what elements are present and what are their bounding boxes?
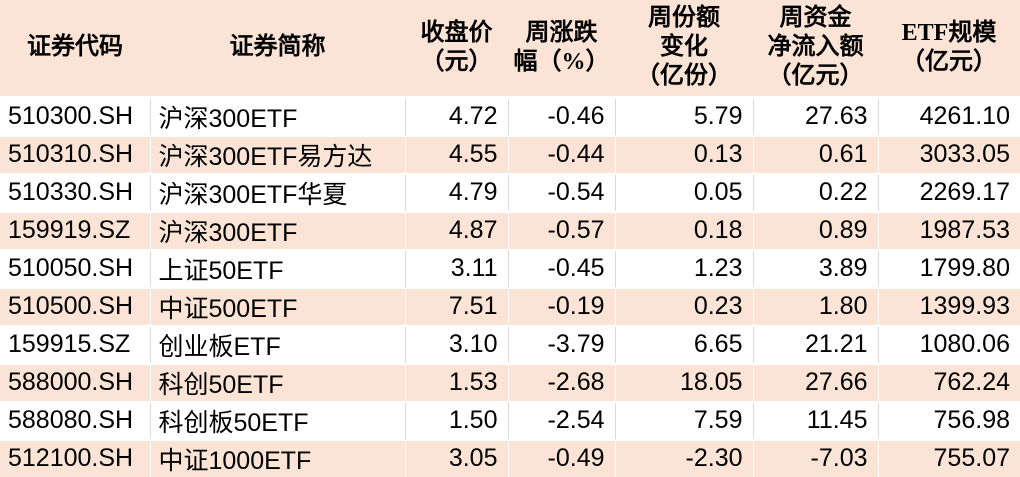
table-body: 510300.SH 沪深300ETF 4.72 -0.46 5.79 27.63… xyxy=(0,97,1020,477)
cell-security-code: 588080.SH xyxy=(0,401,150,441)
cell-share-change: 0.13 xyxy=(614,135,753,175)
column-header-code: 证券代码 xyxy=(0,0,150,99)
cell-close-price: 7.51 xyxy=(404,287,508,327)
cell-etf-size: 755.07 xyxy=(877,439,1020,477)
table-row: 510330.SH 沪深300ETF华夏 4.79 -0.54 0.05 0.2… xyxy=(0,173,1020,213)
cell-weekly-change: -3.79 xyxy=(507,325,615,365)
cell-net-inflow: 0.22 xyxy=(752,173,878,213)
cell-security-name: 上证50ETF xyxy=(149,249,405,289)
cell-security-name: 中证1000ETF xyxy=(149,439,405,477)
cell-weekly-change: -0.44 xyxy=(507,135,615,175)
cell-close-price: 4.55 xyxy=(404,135,508,175)
cell-security-code: 159919.SZ xyxy=(0,211,150,251)
table-row: 510310.SH 沪深300ETF易方达 4.55 -0.44 0.13 0.… xyxy=(0,135,1020,175)
cell-weekly-change: -0.45 xyxy=(507,249,615,289)
cell-net-inflow: 11.45 xyxy=(752,401,878,441)
cell-share-change: 1.23 xyxy=(614,249,753,289)
cell-close-price: 3.11 xyxy=(404,249,508,289)
cell-security-code: 588000.SH xyxy=(0,363,150,403)
column-header-close-price: 收盘价 （元） xyxy=(405,0,508,99)
table-row: 512100.SH 中证1000ETF 3.05 -0.49 -2.30 -7.… xyxy=(0,439,1020,477)
cell-weekly-change: -0.19 xyxy=(507,287,615,327)
cell-security-code: 510330.SH xyxy=(0,173,150,213)
cell-close-price: 4.87 xyxy=(404,211,508,251)
cell-etf-size: 1080.06 xyxy=(877,325,1020,365)
table-header: 证券代码 证券简称 收盘价 （元） 周涨跌 幅（%） 周份额 变化 （亿份） 周… xyxy=(0,0,1020,99)
cell-etf-size: 3033.05 xyxy=(877,135,1020,175)
cell-security-code: 510050.SH xyxy=(0,249,150,289)
cell-net-inflow: 27.63 xyxy=(752,97,878,137)
cell-share-change: 5.79 xyxy=(614,97,753,137)
cell-etf-size: 1399.93 xyxy=(877,287,1020,327)
cell-net-inflow: 27.66 xyxy=(752,363,878,403)
table-row: 510050.SH 上证50ETF 3.11 -0.45 1.23 3.89 1… xyxy=(0,249,1020,289)
cell-security-name: 科创50ETF xyxy=(149,363,405,403)
header-row: 证券代码 证券简称 收盘价 （元） 周涨跌 幅（%） 周份额 变化 （亿份） 周… xyxy=(0,0,1020,99)
cell-security-code: 512100.SH xyxy=(0,439,150,477)
cell-net-inflow: -7.03 xyxy=(752,439,878,477)
column-header-net-inflow: 周资金 净流入额 （亿元） xyxy=(753,0,878,99)
cell-close-price: 4.79 xyxy=(404,173,508,213)
cell-etf-size: 762.24 xyxy=(877,363,1020,403)
cell-security-code: 510500.SH xyxy=(0,287,150,327)
cell-etf-size: 756.98 xyxy=(877,401,1020,441)
cell-security-name: 沪深300ETF华夏 xyxy=(149,173,405,213)
cell-weekly-change: -2.54 xyxy=(507,401,615,441)
cell-security-code: 510300.SH xyxy=(0,97,150,137)
cell-close-price: 1.50 xyxy=(404,401,508,441)
cell-net-inflow: 3.89 xyxy=(752,249,878,289)
table-row: 510300.SH 沪深300ETF 4.72 -0.46 5.79 27.63… xyxy=(0,97,1020,137)
cell-weekly-change: -0.54 xyxy=(507,173,615,213)
cell-security-name: 沪深300ETF xyxy=(149,97,405,137)
cell-net-inflow: 1.80 xyxy=(752,287,878,327)
cell-share-change: 0.18 xyxy=(614,211,753,251)
cell-weekly-change: -0.57 xyxy=(507,211,615,251)
cell-close-price: 3.10 xyxy=(404,325,508,365)
cell-share-change: 18.05 xyxy=(614,363,753,403)
cell-close-price: 4.72 xyxy=(404,97,508,137)
cell-share-change: 0.05 xyxy=(614,173,753,213)
cell-share-change: 0.23 xyxy=(614,287,753,327)
table-row: 159915.SZ 创业板ETF 3.10 -3.79 6.65 21.21 1… xyxy=(0,325,1020,365)
cell-close-price: 1.53 xyxy=(404,363,508,403)
table-row: 159919.SZ 沪深300ETF 4.87 -0.57 0.18 0.89 … xyxy=(0,211,1020,251)
cell-security-name: 沪深300ETF易方达 xyxy=(149,135,405,175)
table-row: 588000.SH 科创50ETF 1.53 -2.68 18.05 27.66… xyxy=(0,363,1020,403)
cell-weekly-change: -2.68 xyxy=(507,363,615,403)
cell-etf-size: 1799.80 xyxy=(877,249,1020,289)
cell-share-change: 7.59 xyxy=(614,401,753,441)
cell-security-name: 沪深300ETF xyxy=(149,211,405,251)
cell-net-inflow: 0.89 xyxy=(752,211,878,251)
cell-security-name: 创业板ETF xyxy=(149,325,405,365)
cell-weekly-change: -0.46 xyxy=(507,97,615,137)
cell-share-change: -2.30 xyxy=(614,439,753,477)
column-header-etf-size: ETF规模 （亿元） xyxy=(878,0,1020,99)
cell-etf-size: 4261.10 xyxy=(877,97,1020,137)
cell-security-name: 中证500ETF xyxy=(149,287,405,327)
cell-security-name: 科创板50ETF xyxy=(149,401,405,441)
cell-etf-size: 2269.17 xyxy=(877,173,1020,213)
table-row: 588080.SH 科创板50ETF 1.50 -2.54 7.59 11.45… xyxy=(0,401,1020,441)
cell-security-code: 510310.SH xyxy=(0,135,150,175)
cell-close-price: 3.05 xyxy=(404,439,508,477)
table-row: 510500.SH 中证500ETF 7.51 -0.19 0.23 1.80 … xyxy=(0,287,1020,327)
cell-weekly-change: -0.49 xyxy=(507,439,615,477)
column-header-name: 证券简称 xyxy=(150,0,405,99)
cell-etf-size: 1987.53 xyxy=(877,211,1020,251)
cell-share-change: 6.65 xyxy=(614,325,753,365)
cell-security-code: 159915.SZ xyxy=(0,325,150,365)
column-header-weekly-change: 周涨跌 幅（%） xyxy=(508,0,615,99)
cell-net-inflow: 0.61 xyxy=(752,135,878,175)
column-header-share-change: 周份额 变化 （亿份） xyxy=(615,0,753,99)
cell-net-inflow: 21.21 xyxy=(752,325,878,365)
